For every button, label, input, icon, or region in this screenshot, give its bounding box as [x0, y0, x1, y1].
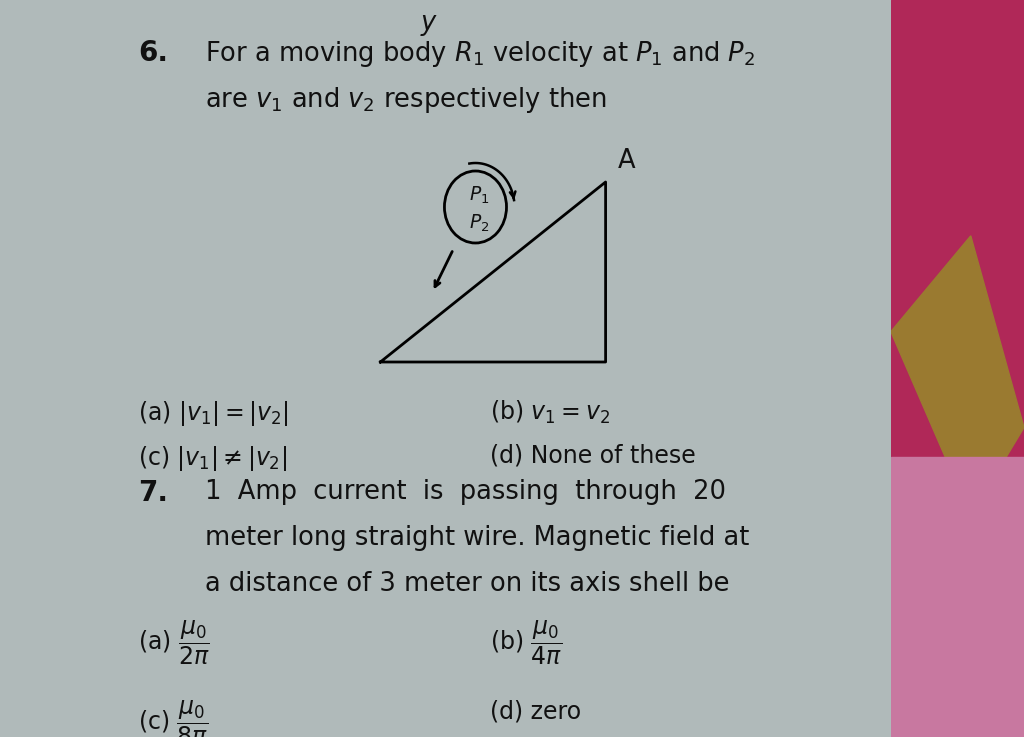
- Text: (d) zero: (d) zero: [490, 699, 582, 723]
- Text: $P_1$: $P_1$: [469, 184, 489, 206]
- Text: 6.: 6.: [138, 39, 168, 67]
- Text: (c) $\dfrac{\mu_0}{8\pi}$: (c) $\dfrac{\mu_0}{8\pi}$: [138, 699, 209, 737]
- Text: 1  Amp  current  is  passing  through  20: 1 Amp current is passing through 20: [205, 479, 726, 505]
- Text: $P_2$: $P_2$: [469, 212, 489, 234]
- Ellipse shape: [444, 171, 507, 243]
- Text: meter long straight wire. Magnetic field at: meter long straight wire. Magnetic field…: [205, 525, 750, 551]
- Text: are $v_1$ and $v_2$ respectively then: are $v_1$ and $v_2$ respectively then: [205, 85, 607, 115]
- Text: (b) $\dfrac{\mu_0}{4\pi}$: (b) $\dfrac{\mu_0}{4\pi}$: [490, 619, 563, 668]
- Text: (a) $|v_1|=|v_2|$: (a) $|v_1|=|v_2|$: [138, 399, 289, 428]
- Text: (c) $|v_1|\neq|v_2|$: (c) $|v_1|\neq|v_2|$: [138, 444, 288, 473]
- Text: $y$: $y$: [421, 12, 438, 38]
- Text: a distance of 3 meter on its axis shell be: a distance of 3 meter on its axis shell …: [205, 571, 730, 597]
- Polygon shape: [891, 236, 1024, 516]
- Text: (a) $\dfrac{\mu_0}{2\pi}$: (a) $\dfrac{\mu_0}{2\pi}$: [138, 619, 210, 668]
- Text: For a moving body $R_1$ velocity at $P_1$ and $P_2$: For a moving body $R_1$ velocity at $P_1…: [205, 39, 756, 69]
- Text: (d) None of these: (d) None of these: [490, 444, 696, 468]
- Text: A: A: [617, 148, 635, 174]
- Text: (b) $v_1=v_2$: (b) $v_1=v_2$: [490, 399, 610, 426]
- Bar: [891, 457, 1024, 737]
- Text: 7.: 7.: [138, 479, 168, 507]
